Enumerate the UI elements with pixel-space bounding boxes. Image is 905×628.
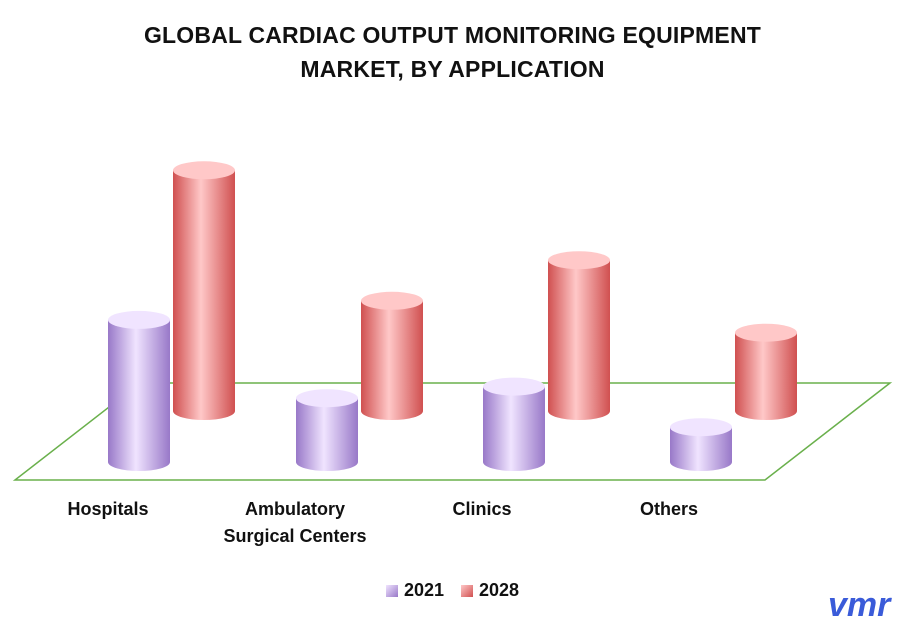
bar-cap xyxy=(670,418,732,437)
bar-cap xyxy=(361,291,423,310)
bar-2028-clinics xyxy=(548,251,610,420)
category-label-line: Hospitals xyxy=(67,499,149,519)
bar-body xyxy=(108,319,170,471)
category-label-line: Others xyxy=(639,499,699,519)
category-label: Hospitals xyxy=(8,496,208,523)
legend-label-2021: 2021 xyxy=(403,580,444,600)
chart-title-line-2: MARKET, BY APPLICATION xyxy=(300,56,605,82)
legend-label-2028: 2028 xyxy=(479,580,520,600)
bar-2028-hospitals xyxy=(173,161,235,420)
bar-body xyxy=(735,332,797,420)
legend-item-2021: 2021 xyxy=(385,580,444,601)
legend-item-2028: 2028 xyxy=(461,580,519,601)
bar-2021-clinics xyxy=(483,377,545,471)
category-label: Others xyxy=(569,496,769,523)
bar-body xyxy=(483,386,545,471)
bar-cap xyxy=(296,389,358,408)
category-label-line: Clinics xyxy=(452,499,512,519)
bar-cap xyxy=(108,310,170,329)
chart-floor xyxy=(12,382,893,481)
bar-cap xyxy=(483,377,545,396)
bar-2028-ambulatory-surgical-centers xyxy=(361,291,423,420)
bar-body xyxy=(173,170,235,420)
bar-2021-ambulatory-surgical-centers xyxy=(296,389,358,471)
category-label-line: Surgical Centers xyxy=(223,526,367,546)
bar-cap xyxy=(735,323,797,342)
category-label-line: Ambulatory xyxy=(244,499,345,519)
bar-body xyxy=(361,300,423,420)
bar-2021-hospitals xyxy=(108,310,170,471)
legend: 2021 2028 xyxy=(0,580,905,602)
chart-title: GLOBAL CARDIAC OUTPUT MONITORING EQUIPME… xyxy=(0,18,905,86)
bar-cap xyxy=(173,161,235,180)
bar-body xyxy=(548,260,610,420)
legend-swatch-2028 xyxy=(461,584,473,597)
vmr-logo-text: vmr xyxy=(828,588,892,624)
category-label: Clinics xyxy=(382,496,582,523)
bar-2028-others xyxy=(735,323,797,420)
bar-body xyxy=(670,427,732,471)
vmr-logo: vmr xyxy=(828,588,892,624)
bar-2021-others xyxy=(670,418,732,471)
bar-cap xyxy=(548,251,610,270)
category-label: Ambulatory Surgical Centers xyxy=(195,496,395,550)
legend-swatch-2021 xyxy=(385,584,398,597)
bar-body xyxy=(296,398,358,471)
chart-title-line-1: GLOBAL CARDIAC OUTPUT MONITORING EQUIPME… xyxy=(143,22,762,48)
